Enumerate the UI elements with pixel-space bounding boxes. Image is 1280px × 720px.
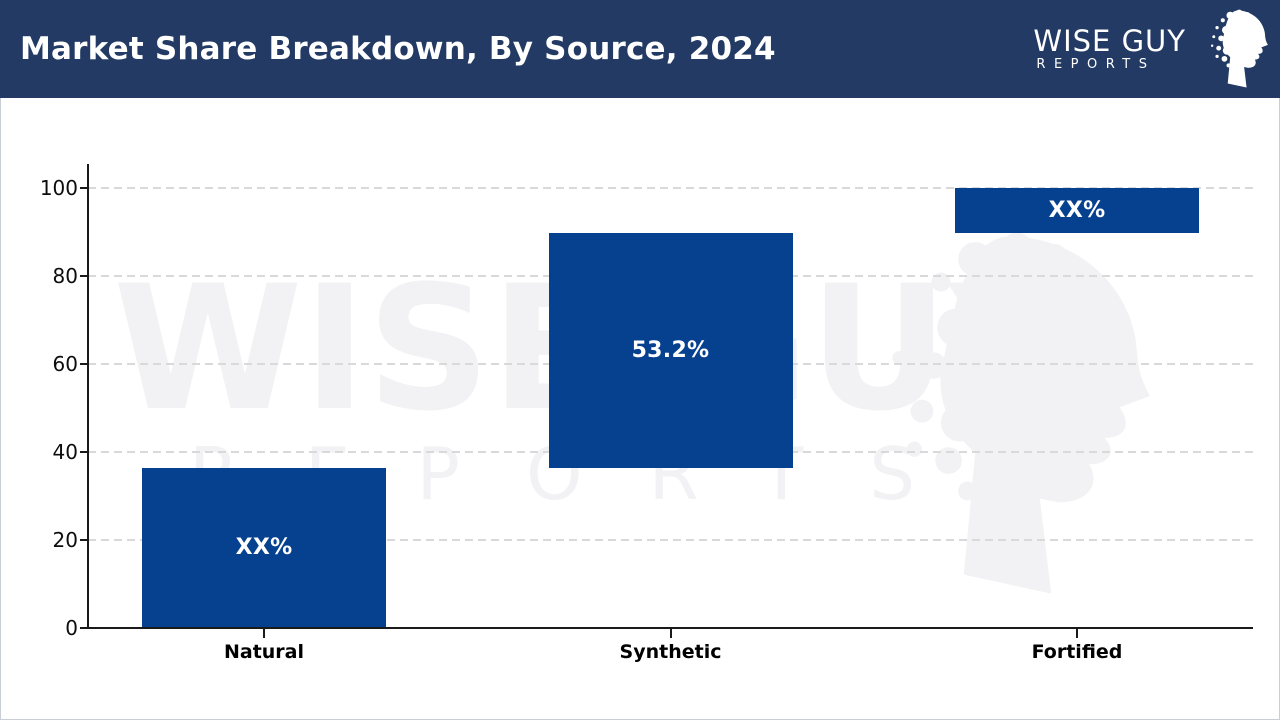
- y-tick-mark: [80, 274, 88, 277]
- page-title: Market Share Breakdown, By Source, 2024: [20, 31, 776, 67]
- y-tick-mark: [80, 362, 88, 365]
- bar-synthetic: 53.2%: [548, 233, 793, 468]
- gridline-20: [88, 538, 1253, 541]
- gridline-100: [88, 186, 1253, 189]
- bar-value-label: XX%: [235, 535, 293, 561]
- brand-logo: WISE GUY REPORTS: [1033, 4, 1272, 94]
- y-tick-mark: [80, 450, 88, 453]
- bar-value-label: XX%: [1048, 198, 1106, 224]
- header-bar: Market Share Breakdown, By Source, 2024 …: [0, 0, 1280, 98]
- x-tick-mark: [263, 629, 265, 638]
- y-axis-spine: [87, 164, 89, 629]
- x-tick-mark: [669, 629, 672, 638]
- y-tick-label: 80: [52, 263, 78, 288]
- x-category-label-synthetic: Synthetic: [619, 641, 722, 663]
- y-tick-label: 20: [52, 527, 78, 552]
- y-tick-label: 60: [52, 351, 78, 376]
- x-category-label-natural: Natural: [223, 641, 305, 663]
- logo-wordmark: WISE GUY REPORTS: [1033, 23, 1186, 73]
- logo-wordmark-line2: REPORTS: [1036, 57, 1156, 73]
- bar-value-label: 53.2%: [631, 338, 710, 364]
- y-tick-label: 100: [39, 175, 78, 200]
- watermark-head-icon: [885, 232, 1150, 594]
- x-axis-spine: [87, 627, 1253, 629]
- logo-head-icon: [1210, 9, 1268, 88]
- bar-fortified: XX%: [955, 187, 1199, 234]
- logo-wordmark-line1: WISE GUY: [1033, 23, 1186, 58]
- y-tick-mark: [80, 627, 88, 629]
- x-tick-mark: [1076, 629, 1078, 638]
- y-tick-label: 0: [65, 616, 78, 640]
- bar-natural: XX%: [142, 467, 386, 628]
- y-tick-label: 40: [52, 439, 78, 464]
- x-category-label-fortified: Fortified: [1031, 641, 1123, 663]
- y-tick-mark: [80, 186, 88, 189]
- y-tick-mark: [80, 538, 88, 541]
